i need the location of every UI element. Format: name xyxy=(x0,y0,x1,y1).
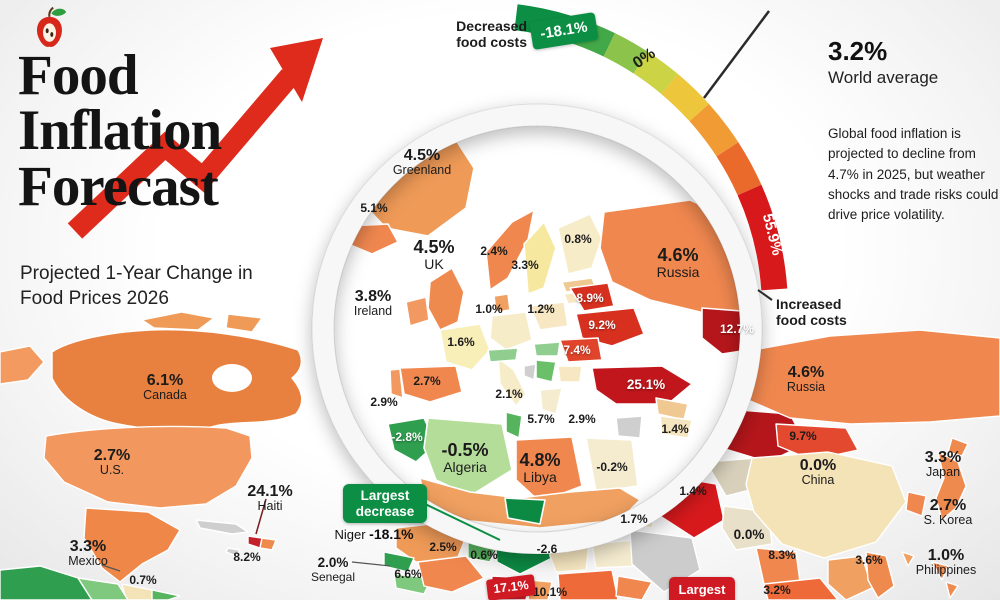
gauge-seg-gold xyxy=(661,74,709,122)
country-pakistan xyxy=(755,547,801,585)
country-japan-north xyxy=(947,437,969,457)
country-senegal xyxy=(383,551,415,573)
country-taiwan xyxy=(901,551,915,567)
zoom-germany xyxy=(489,311,533,351)
zoom-egypt xyxy=(585,437,639,493)
leader-haiti xyxy=(255,498,267,535)
zoom-sweden xyxy=(523,221,557,295)
gauge-seg-orangered xyxy=(716,142,762,196)
country-jamaica xyxy=(225,547,241,557)
zoom-france xyxy=(439,323,491,371)
zoom-kazakhstan xyxy=(701,307,741,355)
largest-decrease-note: Niger -18.1% xyxy=(327,526,421,542)
country-mexico xyxy=(83,507,181,583)
zoom-bosnia xyxy=(523,363,537,381)
zoom-bulgaria xyxy=(557,365,583,383)
country-dominican-republic xyxy=(259,537,277,551)
zoom-armenia xyxy=(659,415,693,439)
title-line-food: Food xyxy=(18,44,139,108)
magnifier-ring-outer-edge xyxy=(311,103,763,555)
largest-decrease-country: Niger xyxy=(334,527,366,542)
zoom-denmark xyxy=(493,293,511,313)
trend-arrow-shaft xyxy=(67,69,298,239)
country-central-america xyxy=(151,589,181,600)
leader-increased-costs xyxy=(757,289,773,301)
trend-arrow xyxy=(67,38,323,239)
zoom-belarus xyxy=(569,282,615,312)
country-alaska xyxy=(0,345,45,385)
country-india xyxy=(763,577,839,600)
country-venezuela xyxy=(77,577,129,600)
zoom-niger xyxy=(504,497,546,525)
country-cuba xyxy=(195,519,249,535)
gauge-description: Global food inflation is projected to de… xyxy=(828,126,999,222)
country-philippines xyxy=(945,581,959,599)
zoom-finland xyxy=(557,213,603,275)
country-colombia xyxy=(0,565,93,600)
country-us xyxy=(43,425,253,509)
magnifier-zoom-layer xyxy=(333,125,741,533)
gauge-seg-yellowgreen xyxy=(603,33,648,74)
country-mali xyxy=(417,555,485,593)
zoom-alps xyxy=(487,347,519,363)
country-russia xyxy=(737,329,1000,425)
country-ethiopia xyxy=(615,575,653,600)
zoom-greece xyxy=(539,387,563,415)
country-canada xyxy=(51,329,303,432)
gauge-seg-yellow xyxy=(633,51,678,95)
increased-food-costs-caption: Increased food costs xyxy=(776,296,847,329)
hudson-bay xyxy=(212,364,252,392)
largest-decrease-value: -18.1% xyxy=(369,526,414,542)
leader-world-average xyxy=(702,10,771,99)
page-subtitle: Projected 1-Year Change in Food Prices 2… xyxy=(20,263,253,309)
leader-senegal xyxy=(351,561,391,567)
zoom-italy xyxy=(497,357,527,407)
zoom-spain xyxy=(399,365,463,403)
zoom-ukraine xyxy=(575,307,645,347)
world-layer xyxy=(0,311,1000,600)
country-japan xyxy=(935,451,967,521)
zoom-syria xyxy=(615,415,643,439)
decreased-food-costs-caption: Decreased food costs xyxy=(456,18,527,51)
country-canada-islands xyxy=(141,311,215,331)
leader-largest-decrease xyxy=(422,502,501,541)
title-line-forecast: Forecast xyxy=(18,154,219,218)
zoom-hungary xyxy=(533,341,561,357)
leader-mexico xyxy=(101,564,121,572)
country-canada-islands xyxy=(225,313,263,333)
page-title: Food Inflation Forecast xyxy=(18,44,222,218)
zoom-serbia xyxy=(535,359,557,383)
world-average-value: 3.2% xyxy=(828,36,888,66)
magnifier-ring-inner-edge xyxy=(333,125,741,533)
country-philippines xyxy=(931,561,949,581)
gauge-seg-red xyxy=(737,184,788,291)
world-average-label: World average xyxy=(828,68,939,87)
largest-decrease-badge: Largest decrease xyxy=(343,484,427,524)
country-china xyxy=(745,451,907,559)
leader-lines xyxy=(101,10,773,572)
country-vietnam xyxy=(865,551,895,599)
zoom-ireland xyxy=(405,296,430,327)
title-line-inflation: Inflation xyxy=(18,99,222,163)
country-south-korea xyxy=(905,491,927,517)
trend-arrow-head xyxy=(270,38,323,102)
zoom-poland xyxy=(529,301,569,331)
zoom-romania xyxy=(559,337,603,363)
country-thailand xyxy=(827,555,873,600)
magnifier-ring xyxy=(312,104,762,554)
apple-icon xyxy=(37,6,67,47)
country-sudan xyxy=(557,569,619,600)
zoom-tunisia xyxy=(505,411,523,439)
gauge-seg-orange xyxy=(689,103,739,157)
largest-increase-badge: Largest xyxy=(669,577,735,600)
zoom-portugal xyxy=(389,368,404,399)
